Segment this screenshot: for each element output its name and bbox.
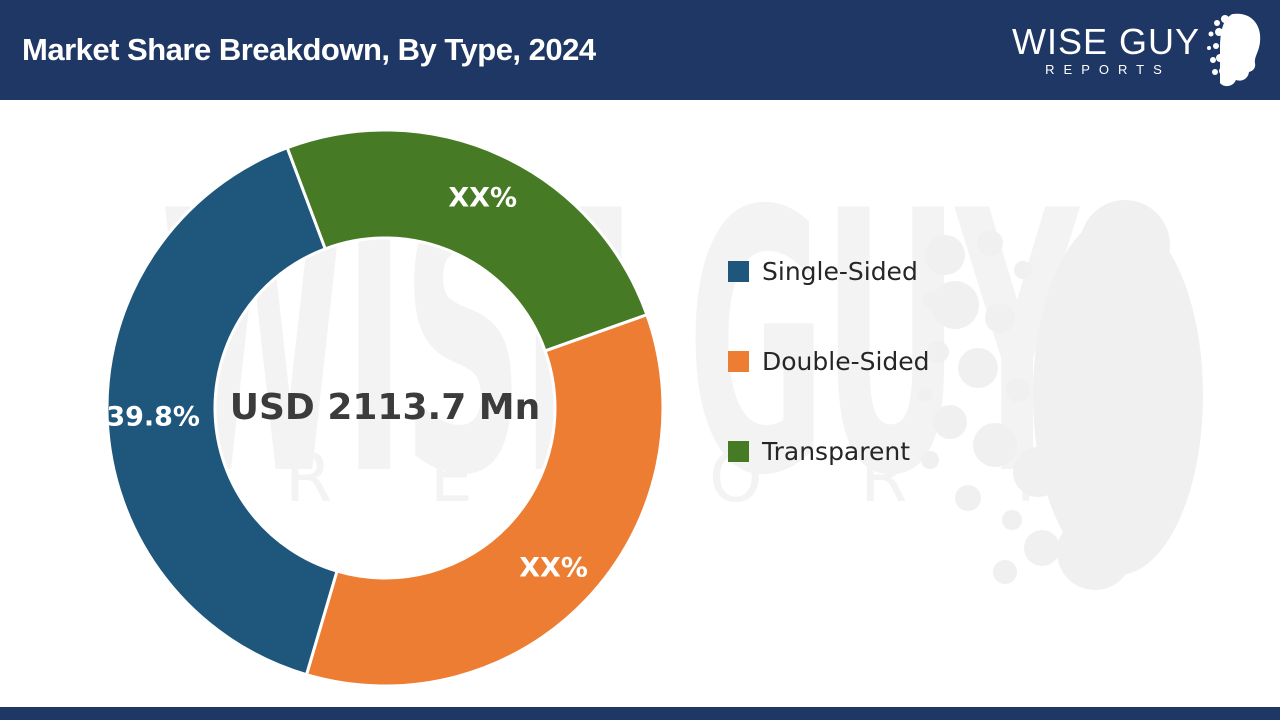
donut-slice-double-sided [305, 313, 665, 688]
donut-slice-single-sided [105, 146, 339, 677]
slice-value-label-transparent: XX% [448, 183, 517, 214]
slice-value-label-double-sided: XX% [519, 552, 588, 583]
header-bar: Market Share Breakdown, By Type, 2024 WI… [0, 0, 1280, 100]
donut-chart: XX% XX% 39.8% [105, 128, 665, 688]
slice-value-label-single-sided: 39.8% [106, 402, 200, 433]
legend-swatch [728, 350, 749, 372]
wise-guy-reports-logo: WISE GUY REPORTS [1012, 8, 1264, 92]
chart-legend: Single-Sided Double-Sided Transparent [728, 256, 930, 526]
legend-label: Transparent [762, 436, 911, 466]
logo-primary-text: WISE GUY [1011, 21, 1200, 63]
legend-label: Single-Sided [762, 256, 918, 286]
logo-face-icon [1207, 13, 1261, 87]
logo-secondary-text: REPORTS [1045, 61, 1171, 77]
page-title: Market Share Breakdown, By Type, 2024 [22, 32, 596, 67]
footer-bar [0, 707, 1280, 720]
legend-item-transparent: Transparent [728, 436, 930, 466]
donut-slice-transparent [285, 128, 649, 353]
legend-item-single-sided: Single-Sided [728, 256, 930, 286]
logo-text: WISE GUY REPORTS [1012, 23, 1200, 77]
legend-item-double-sided: Double-Sided [728, 346, 930, 376]
legend-swatch [728, 440, 749, 462]
legend-label: Double-Sided [762, 346, 930, 376]
legend-swatch [728, 260, 749, 282]
chart-center-value: USD 2113.7 Mn [229, 387, 541, 428]
